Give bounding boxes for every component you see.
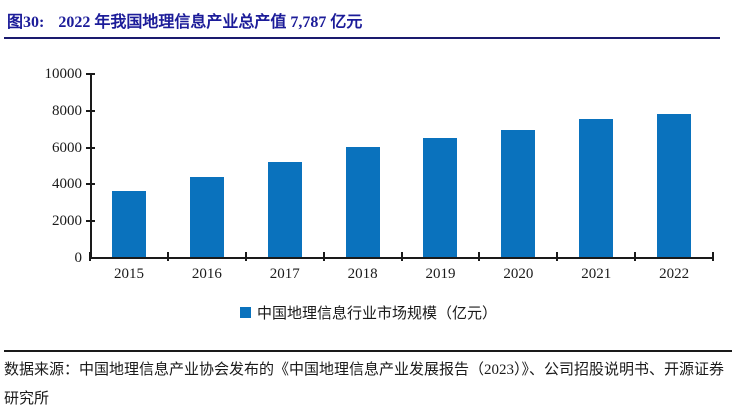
bar-2020 (501, 130, 536, 257)
figure-label: 图30: (7, 14, 45, 31)
x-category-label: 2018 (347, 266, 378, 282)
y-tick-label: 4000 (52, 176, 82, 193)
x-category-label: 2021 (581, 266, 612, 282)
legend-label: 中国地理信息行业市场规模（亿元） (256, 306, 497, 322)
x-axis-tick (322, 252, 325, 261)
x-axis-tick (712, 252, 714, 261)
x-category-label: 2019 (425, 266, 456, 282)
y-tick-label: 10000 (44, 66, 83, 82)
x-axis-tick (556, 252, 559, 261)
y-axis-line (90, 73, 92, 259)
source-divider (4, 350, 732, 352)
y-tick-label: 8000 (52, 102, 82, 119)
bar-2021 (579, 118, 614, 257)
y-axis-tick (86, 183, 95, 186)
x-axis-tick (89, 252, 91, 261)
figure-title-text: 2022 年我国地理信息产业总产值 7,787 亿元 (58, 14, 363, 31)
x-axis-tick (634, 252, 637, 261)
bar-2017 (267, 161, 302, 257)
bar-2019 (423, 137, 458, 257)
x-category-label: 2015 (113, 266, 144, 282)
x-category-label: 2020 (503, 266, 534, 282)
x-axis-tick (400, 252, 403, 261)
bar-2022 (657, 113, 692, 257)
legend-marker-square (239, 307, 251, 318)
title-divider (4, 37, 720, 39)
x-category-label: 2022 (659, 266, 690, 282)
x-axis-tick (166, 252, 169, 261)
y-tick-label: 6000 (52, 139, 82, 156)
y-axis-tick (86, 220, 95, 223)
x-category-label: 2016 (191, 266, 222, 282)
data-source-note: 数据来源：中国地理信息产业协会发布的《中国地理信息产业发展报告（2023）》、公… (4, 362, 725, 407)
y-axis-tick (86, 146, 95, 149)
bar-2015 (111, 190, 146, 257)
chart-legend: 中国地理信息行业市场规模（亿元） (0, 302, 737, 323)
figure-title: 图30: 2022 年我国地理信息产业总产值 7,787 亿元 (7, 8, 362, 32)
bar-2018 (345, 147, 380, 257)
y-axis-tick (86, 109, 95, 112)
bar-2016 (189, 176, 224, 257)
x-axis-tick (244, 252, 247, 261)
x-axis-tick (478, 252, 481, 261)
y-tick-label: 2000 (52, 213, 82, 230)
y-tick-label: 0 (74, 250, 83, 266)
y-axis-tick (86, 73, 95, 75)
x-category-label: 2017 (269, 266, 300, 282)
